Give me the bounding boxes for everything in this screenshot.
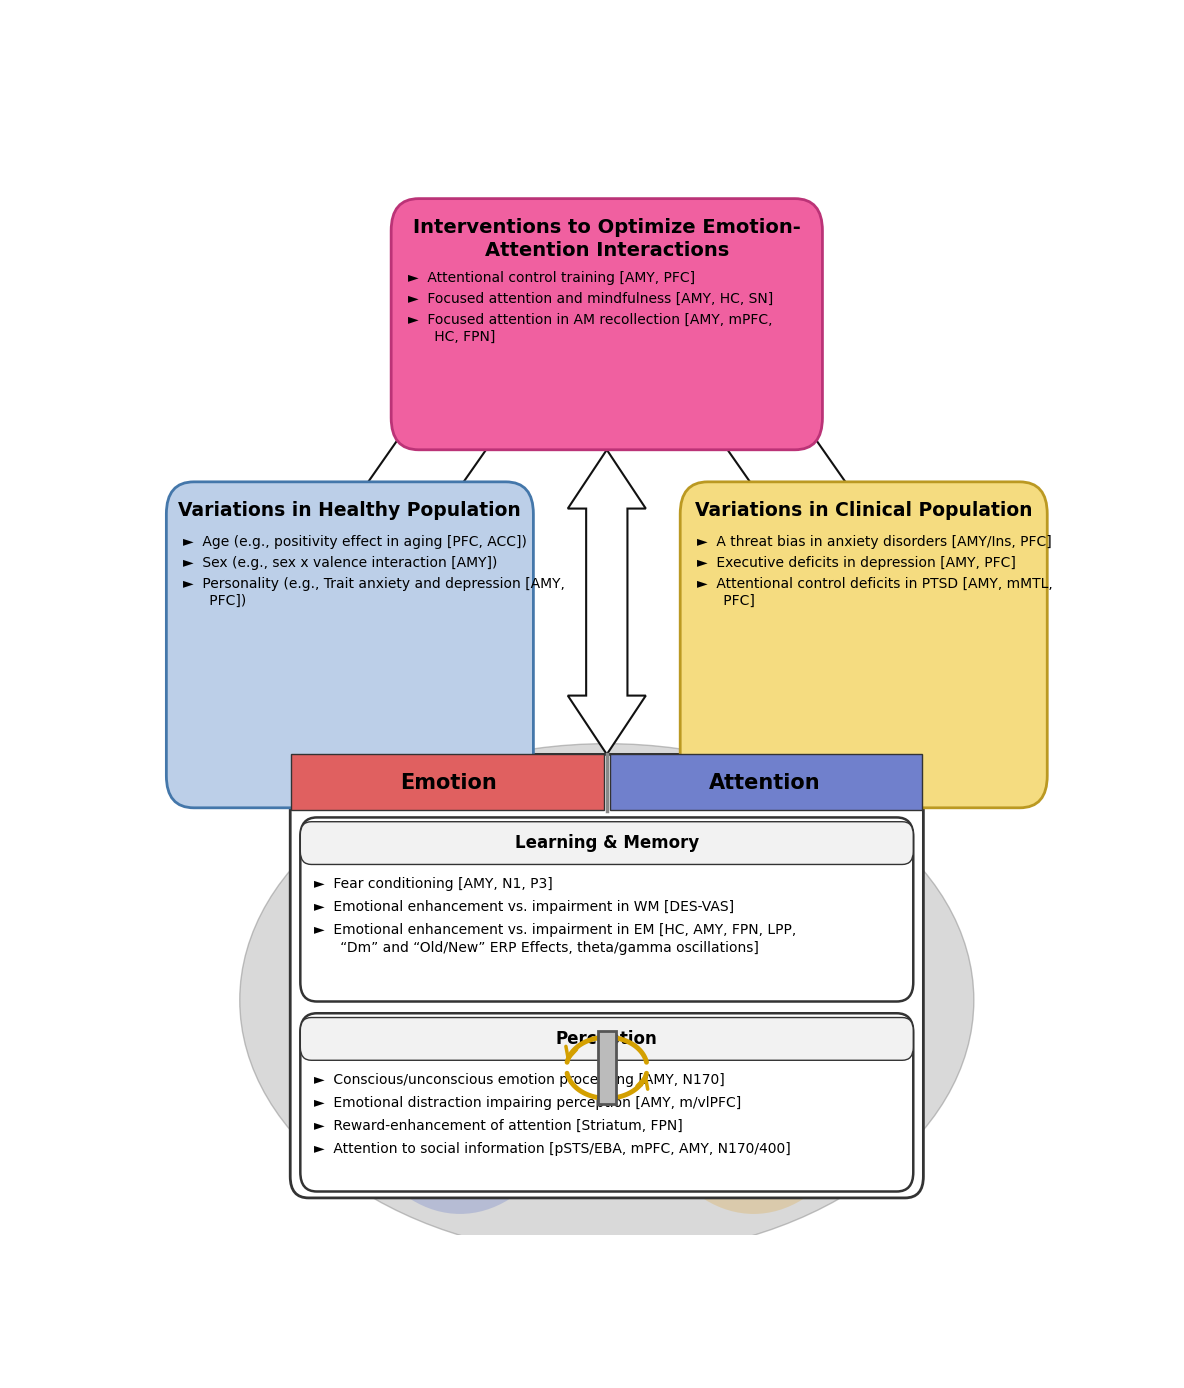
Text: Emotion: Emotion: [400, 773, 497, 793]
Text: ►  Emotional distraction impairing perception [AMY, m/vlPFC]: ► Emotional distraction impairing percep…: [314, 1097, 741, 1110]
Text: ►  Sex (e.g., sex x valence interaction [AMY]): ► Sex (e.g., sex x valence interaction […: [182, 557, 497, 570]
FancyBboxPatch shape: [681, 482, 1048, 808]
Ellipse shape: [644, 990, 791, 1160]
FancyBboxPatch shape: [301, 822, 913, 865]
Ellipse shape: [625, 829, 882, 1214]
FancyBboxPatch shape: [166, 482, 534, 808]
Ellipse shape: [332, 829, 588, 1214]
FancyBboxPatch shape: [301, 1013, 913, 1191]
Text: ►  A threat bias in anxiety disorders [AMY/Ins, PFC]: ► A threat bias in anxiety disorders [AM…: [696, 536, 1051, 550]
Text: ►  Conscious/unconscious emotion processing [AMY, N170]: ► Conscious/unconscious emotion processi…: [314, 1073, 725, 1087]
Polygon shape: [341, 736, 449, 827]
Text: ►  Focused attention and mindfulness [AMY, HC, SN]: ► Focused attention and mindfulness [AMY…: [407, 291, 773, 307]
Text: ►  Age (e.g., positivity effect in aging [PFC, ACC]): ► Age (e.g., positivity effect in aging …: [182, 536, 527, 550]
Text: ►  Attentional control deficits in PTSD [AMY, mMTL,
      PFC]: ► Attentional control deficits in PTSD […: [696, 577, 1053, 608]
Text: ►  Focused attention in AM recollection [AMY, mPFC,
      HC, FPN]: ► Focused attention in AM recollection […: [407, 314, 772, 344]
Polygon shape: [727, 419, 845, 512]
Text: ►  Executive deficits in depression [AMY, PFC]: ► Executive deficits in depression [AMY,…: [696, 557, 1016, 570]
Polygon shape: [368, 419, 487, 512]
Text: ►  Reward-enhancement of attention [Striatum, FPN]: ► Reward-enhancement of attention [Stria…: [314, 1119, 683, 1133]
Ellipse shape: [239, 744, 974, 1256]
Text: ►  Attentional control training [AMY, PFC]: ► Attentional control training [AMY, PFC…: [407, 271, 695, 286]
FancyBboxPatch shape: [301, 1017, 913, 1060]
Text: Variations in Clinical Population: Variations in Clinical Population: [695, 501, 1032, 520]
FancyBboxPatch shape: [598, 1031, 616, 1103]
Polygon shape: [568, 450, 645, 755]
Text: ►  Fear conditioning [AMY, N1, P3]: ► Fear conditioning [AMY, N1, P3]: [314, 877, 553, 891]
Ellipse shape: [424, 990, 571, 1160]
FancyBboxPatch shape: [301, 818, 913, 1002]
FancyBboxPatch shape: [610, 755, 922, 811]
Text: Learning & Memory: Learning & Memory: [515, 834, 699, 852]
Text: ►  Emotional enhancement vs. impairment in WM [DES-VAS]: ► Emotional enhancement vs. impairment i…: [314, 901, 734, 915]
Text: Variations in Healthy Population: Variations in Healthy Population: [179, 501, 521, 520]
FancyBboxPatch shape: [291, 755, 604, 811]
Text: Interventions to Optimize Emotion-
Attention Interactions: Interventions to Optimize Emotion- Atten…: [413, 218, 800, 260]
FancyBboxPatch shape: [391, 198, 823, 450]
Text: ►  Attention to social information [pSTS/EBA, mPFC, AMY, N170/400]: ► Attention to social information [pSTS/…: [314, 1142, 791, 1156]
Text: Perception: Perception: [556, 1030, 657, 1048]
Text: ►  Personality (e.g., Trait anxiety and depression [AMY,
      PFC]): ► Personality (e.g., Trait anxiety and d…: [182, 577, 565, 608]
Polygon shape: [765, 736, 873, 827]
Text: Attention: Attention: [709, 773, 821, 793]
FancyBboxPatch shape: [290, 755, 924, 1198]
Ellipse shape: [515, 851, 699, 1108]
Text: ►  Emotional enhancement vs. impairment in EM [HC, AMY, FPN, LPP,
      “Dm” and: ► Emotional enhancement vs. impairment i…: [314, 923, 797, 955]
